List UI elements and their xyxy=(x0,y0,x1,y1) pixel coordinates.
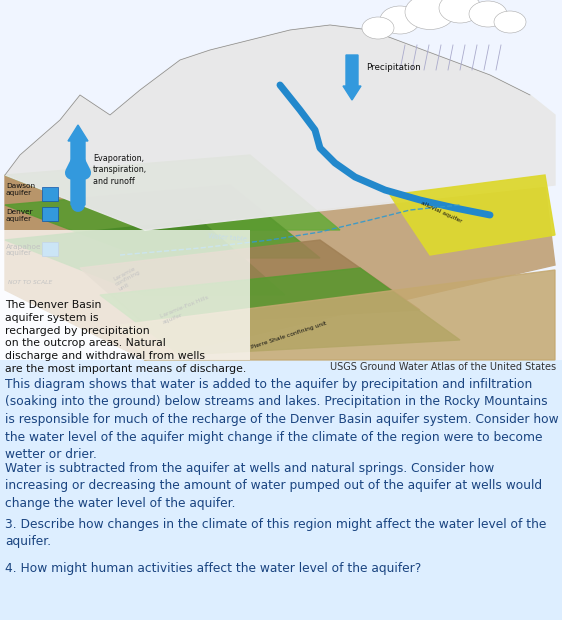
Polygon shape xyxy=(80,240,420,325)
Bar xyxy=(42,242,58,256)
Text: alluvial aquifer: alluvial aquifer xyxy=(420,200,463,224)
Bar xyxy=(0,230,250,360)
Text: NOT TO SCALE: NOT TO SCALE xyxy=(8,280,52,285)
Text: Laramie-Fox Hills
aquifer: Laramie-Fox Hills aquifer xyxy=(160,295,212,325)
Text: Evaporation,
transpiration,
and runoff: Evaporation, transpiration, and runoff xyxy=(93,154,147,185)
Text: The Denver Basin
aquifer system is
recharged by precipitation
on the outcrop are: The Denver Basin aquifer system is recha… xyxy=(5,300,246,374)
Text: Water table: Water table xyxy=(208,233,247,242)
Bar xyxy=(0,0,562,360)
Text: 3. Describe how changes in the climate of this region might affect the water lev: 3. Describe how changes in the climate o… xyxy=(5,518,546,549)
Ellipse shape xyxy=(469,1,507,27)
Text: Pierre Shale confining unit: Pierre Shale confining unit xyxy=(250,321,327,350)
Ellipse shape xyxy=(439,0,481,23)
Bar xyxy=(42,207,58,221)
Text: Precipitation: Precipitation xyxy=(366,63,421,73)
Text: Denver
aquifer: Denver aquifer xyxy=(6,208,33,221)
Ellipse shape xyxy=(380,6,420,34)
Text: Arapahoe
aquifer: Arapahoe aquifer xyxy=(6,244,42,257)
Polygon shape xyxy=(5,185,320,258)
FancyArrow shape xyxy=(68,125,88,205)
FancyArrow shape xyxy=(343,55,361,100)
Text: This diagram shows that water is added to the aquifer by precipitation and infil: This diagram shows that water is added t… xyxy=(5,378,559,461)
Text: Laramie
confining
unit: Laramie confining unit xyxy=(112,264,144,292)
Polygon shape xyxy=(390,175,555,255)
Text: Water is subtracted from the aquifer at wells and natural springs. Consider how
: Water is subtracted from the aquifer at … xyxy=(5,462,542,510)
Ellipse shape xyxy=(362,17,394,39)
Polygon shape xyxy=(100,268,460,355)
Polygon shape xyxy=(5,155,340,230)
Text: USGS Ground Water Atlas of the United States: USGS Ground Water Atlas of the United St… xyxy=(330,362,556,372)
Text: Dawson
aquifer: Dawson aquifer xyxy=(6,184,35,197)
Ellipse shape xyxy=(405,0,455,30)
Bar xyxy=(42,187,58,201)
Polygon shape xyxy=(120,270,555,360)
Bar xyxy=(0,360,562,620)
Polygon shape xyxy=(145,185,555,360)
Text: 4. How might human activities affect the water level of the aquifer?: 4. How might human activities affect the… xyxy=(5,562,422,575)
Polygon shape xyxy=(5,175,145,360)
Polygon shape xyxy=(5,25,555,230)
Ellipse shape xyxy=(494,11,526,33)
Polygon shape xyxy=(5,220,285,295)
